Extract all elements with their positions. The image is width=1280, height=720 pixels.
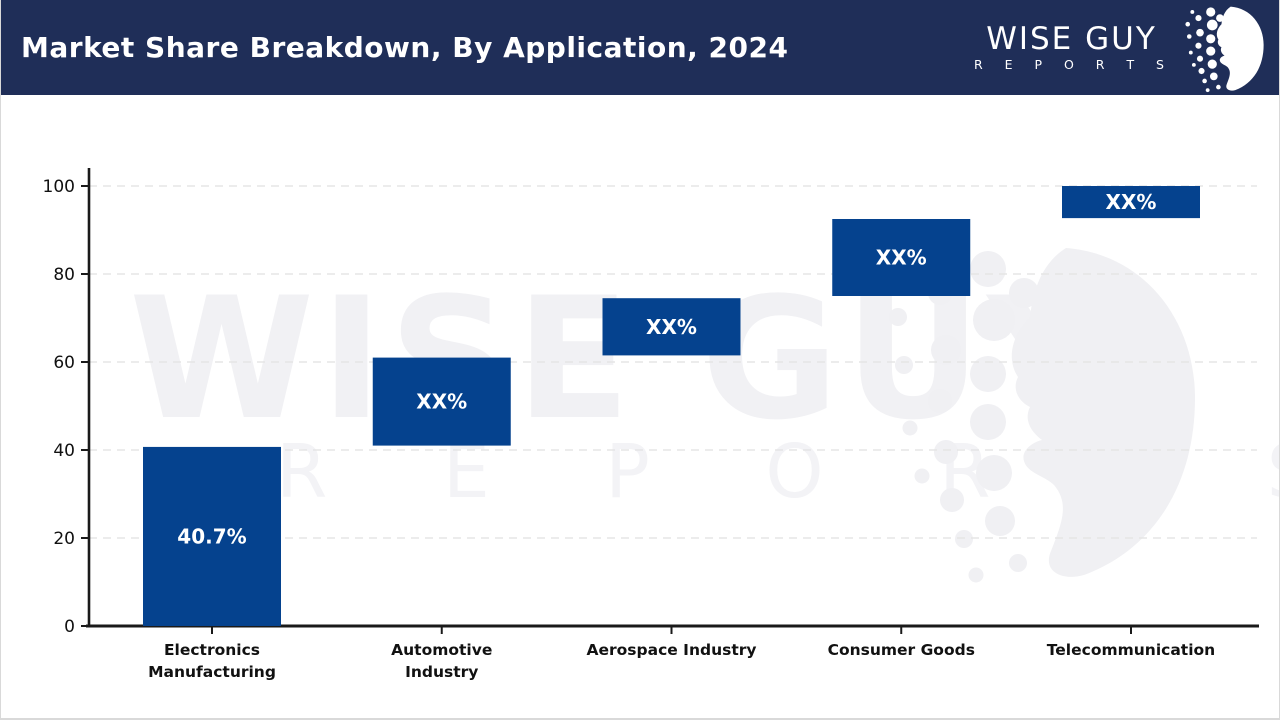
bar-value-label: XX% (1106, 190, 1157, 214)
chart-title: Market Share Breakdown, By Application, … (21, 31, 789, 64)
brand-subname: R E P O R T S (973, 57, 1173, 73)
brand-logo: WISE GUY R E P O R T S (970, 2, 1271, 94)
brand-name: WISE GUY (986, 20, 1157, 57)
bar-value-label: XX% (876, 246, 927, 270)
y-tick-label: 40 (53, 441, 75, 461)
category-label-consumer-goods: Consumer Goods (828, 641, 975, 659)
bar-automotive-industry (372, 357, 511, 446)
bar-value-label: 40.7% (177, 524, 246, 548)
plot: 0 20 40 60 80 100 40.7% Electronics Manufacturin… (43, 168, 1259, 681)
category-label-automotive-industry: Automotive Industry (391, 641, 492, 681)
bar-aerospace-industry (602, 298, 741, 356)
y-tick-label: 60 (53, 353, 75, 373)
header: Market Share Breakdown, By Application, … (1, 0, 1279, 95)
y-tick-label: 20 (53, 529, 75, 549)
bar-value-label: XX% (646, 315, 697, 339)
category-label-electronics-manufacturing: Electronics Manufacturing (148, 641, 276, 681)
chart-area: WISE GUY R E P O R T S 0 20 40 60 80 100 40.7%… (1, 95, 1279, 718)
category-label-telecommunication: Telecommunication (1047, 641, 1215, 659)
bar-value-label: XX% (416, 390, 467, 414)
bar-telecommunication (1062, 186, 1200, 219)
y-tick-label: 100 (43, 177, 75, 197)
category-label-aerospace-industry: Aerospace Industry (587, 641, 757, 659)
y-tick-label: 0 (64, 617, 75, 637)
brand-logo-text: WISE GUY R E P O R T S (970, 23, 1173, 73)
y-tick-label: 80 (53, 265, 75, 285)
bar-electronics-manufacturing (143, 446, 281, 626)
brand-head-icon (1185, 6, 1264, 92)
